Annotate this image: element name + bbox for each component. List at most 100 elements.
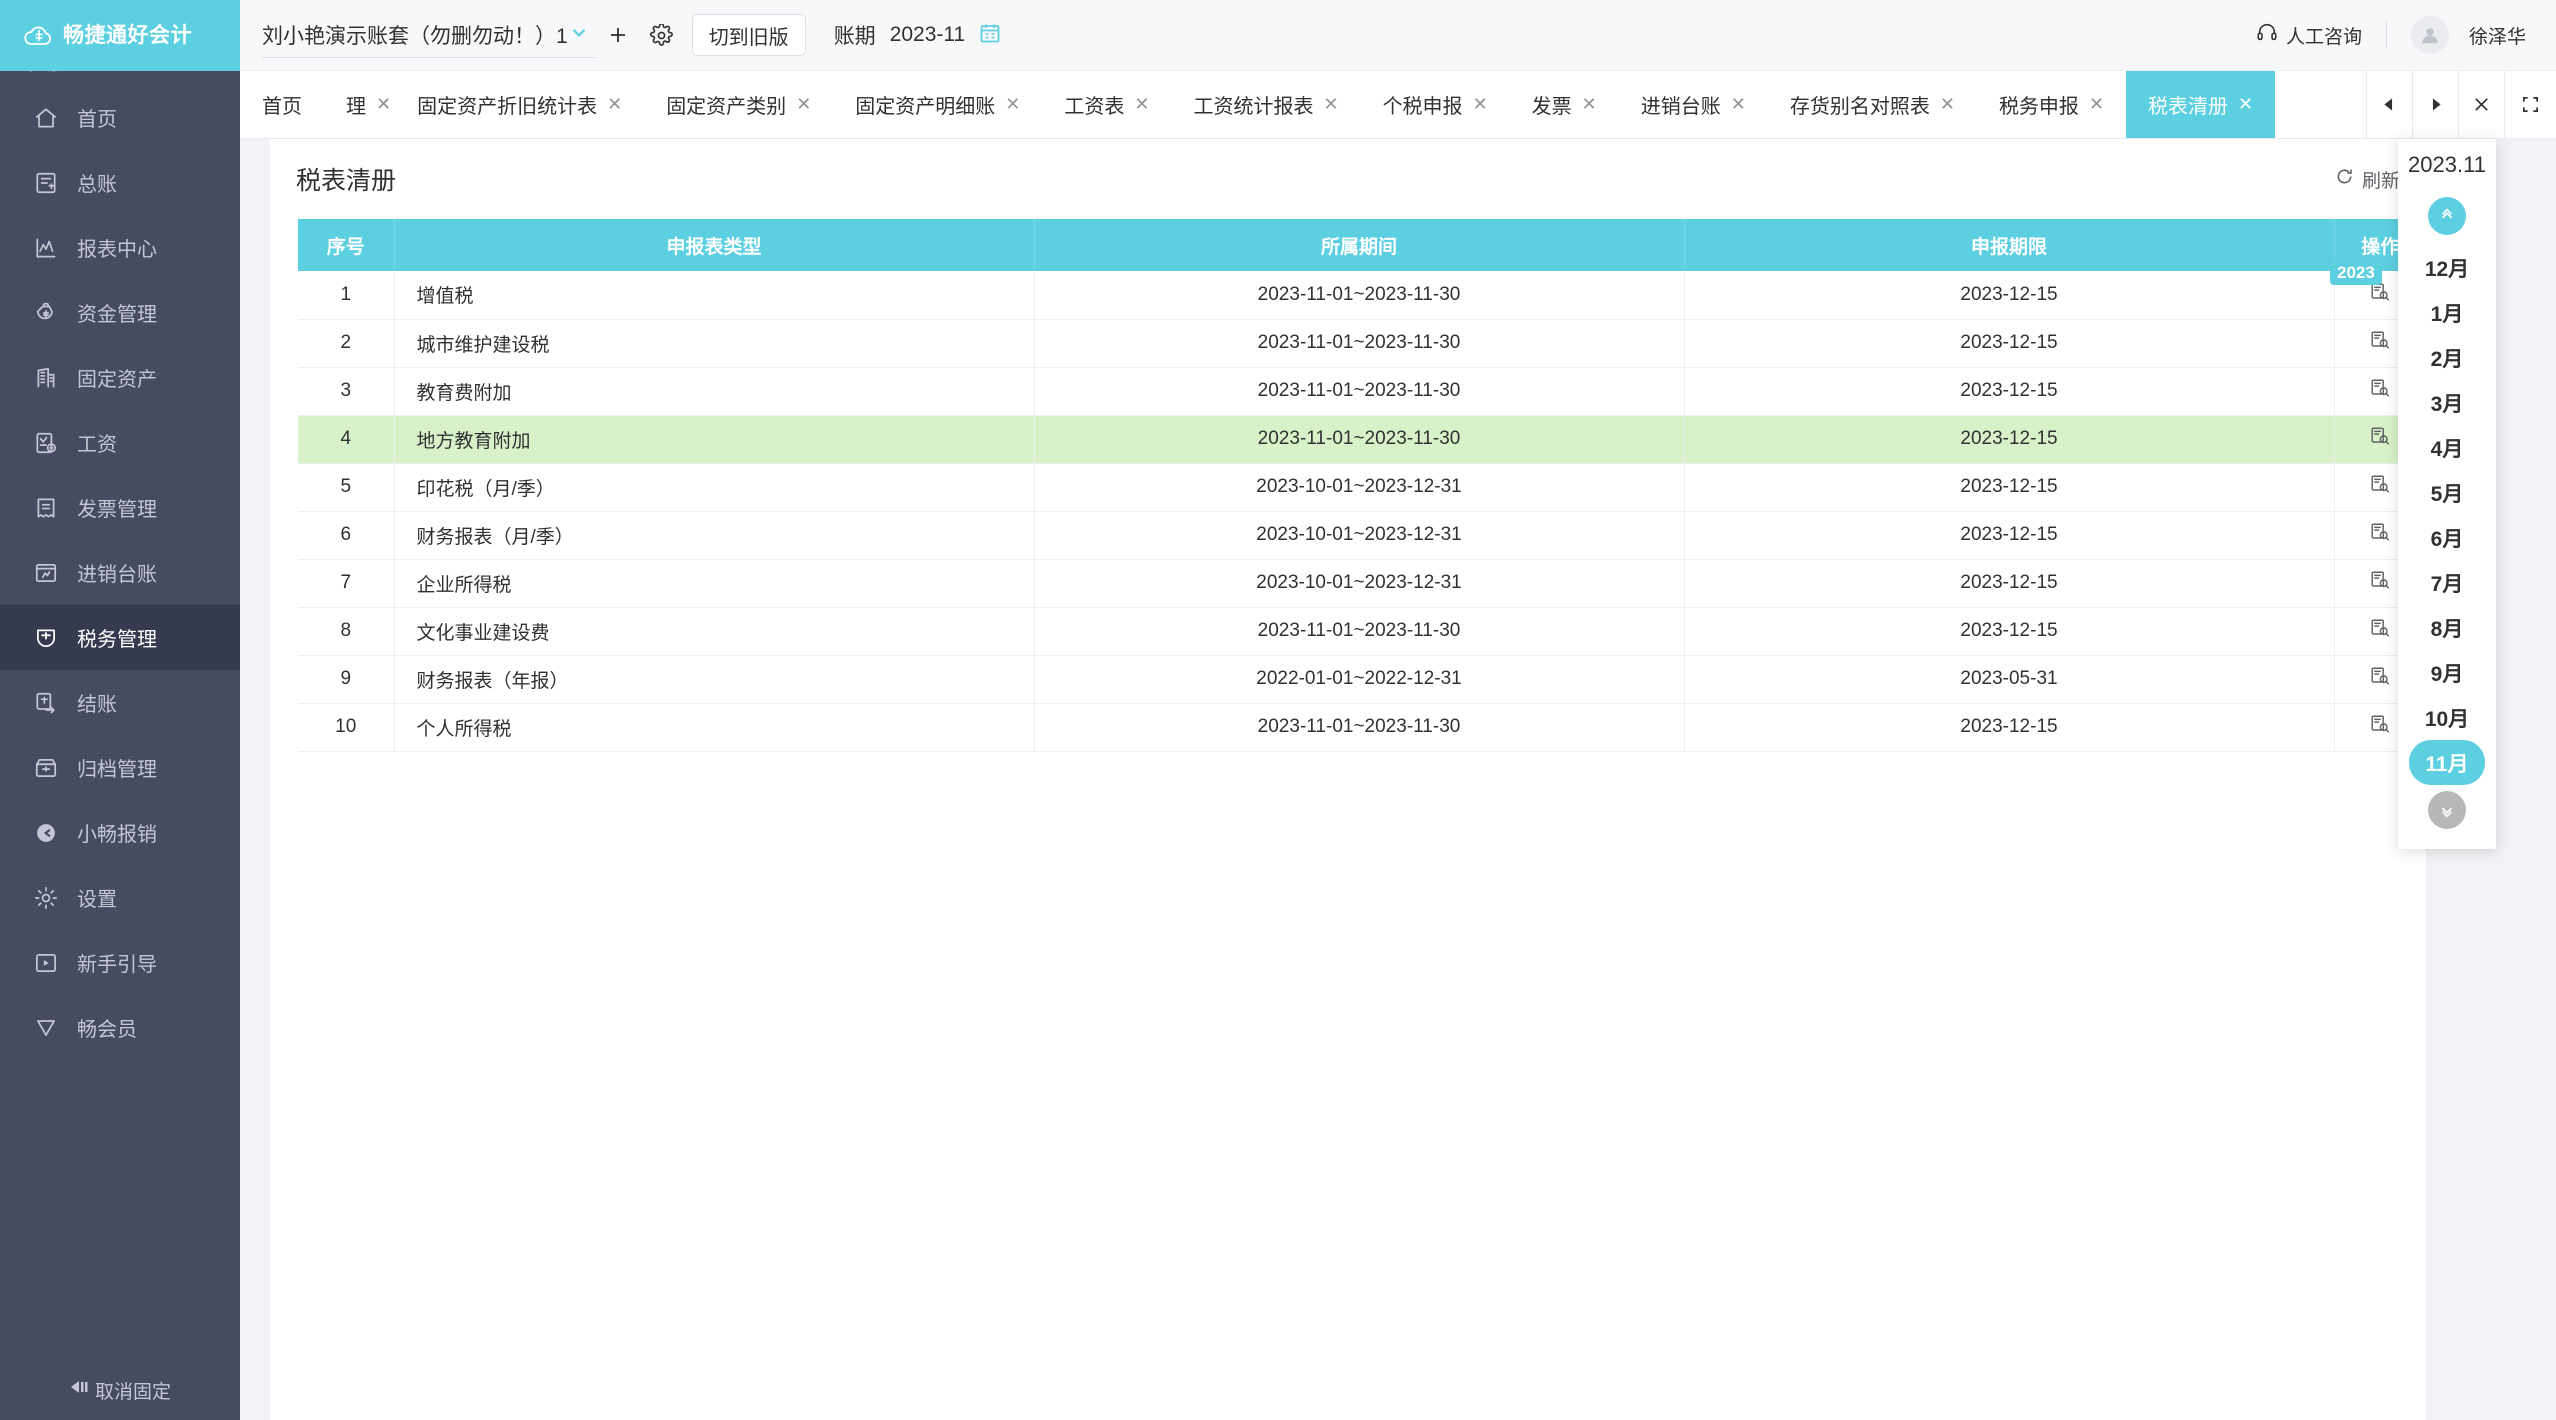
view-detail-icon: [2371, 523, 2390, 541]
tab-close-icon[interactable]: ✕: [1472, 94, 1488, 114]
tab-1[interactable]: 理 ✕: [324, 71, 395, 138]
tab-close-icon[interactable]: ✕: [376, 94, 392, 114]
accounting-period-selector[interactable]: 账期 2023-11: [834, 20, 1002, 50]
tab-scroll-prev-button[interactable]: [2366, 70, 2412, 139]
tab-6[interactable]: 工资统计报表 ✕: [1171, 71, 1360, 138]
tab-close-icon[interactable]: ✕: [796, 94, 812, 114]
member-icon: [32, 1014, 59, 1041]
sidebar-item-2[interactable]: 报表中心: [0, 215, 240, 280]
tab-12[interactable]: 税表清册 ✕: [2126, 71, 2276, 138]
cell-index: 7: [298, 559, 395, 608]
view-detail-icon[interactable]: [2369, 713, 2391, 735]
table-row[interactable]: 2 城市维护建设税 2023-11-01~2023-11-30 2023-12-15: [298, 319, 2426, 368]
sidebar-item-5[interactable]: 工资: [0, 410, 240, 475]
tab-0[interactable]: 首页: [240, 71, 324, 138]
tab-4[interactable]: 固定资产明细账 ✕: [833, 71, 1042, 138]
tab-close-icon[interactable]: ✕: [607, 94, 623, 114]
account-set-selector[interactable]: 刘小艳演示账套（勿删勿动！）1: [262, 12, 596, 58]
view-detail-icon[interactable]: [2369, 521, 2391, 543]
table-row[interactable]: 6 财务报表（月/季） 2023-10-01~2023-12-31 2023-12-1…: [298, 511, 2426, 560]
month-scroll-up-button[interactable]: [2428, 197, 2466, 235]
cell-index: 4: [298, 415, 395, 464]
table-row[interactable]: 9 财务报表（年报） 2022-01-01~2022-12-31 2023-05-31: [298, 655, 2426, 704]
tab-8[interactable]: 发票 ✕: [1510, 71, 1619, 138]
guide-icon: [32, 949, 59, 976]
tab-5[interactable]: 工资表 ✕: [1042, 71, 1171, 138]
tab-close-icon[interactable]: ✕: [1730, 94, 1746, 114]
sidebar-item-3[interactable]: 资金管理: [0, 280, 240, 345]
month-option-2[interactable]: 2月: [2430, 347, 2464, 371]
table-row[interactable]: 10 个人所得税 2023-11-01~2023-11-30 2023-12-15: [298, 703, 2426, 752]
account-settings-button[interactable]: [640, 13, 684, 57]
view-detail-icon[interactable]: [2369, 377, 2391, 399]
tab-label: 固定资产折旧统计表: [417, 96, 598, 118]
view-detail-icon[interactable]: [2369, 473, 2391, 495]
tab-close-icon[interactable]: ✕: [2238, 94, 2254, 114]
month-picker-header: 2023.11: [2398, 139, 2496, 191]
view-detail-icon[interactable]: [2369, 425, 2391, 447]
tab-7[interactable]: 个税申报 ✕: [1361, 71, 1510, 138]
tab-close-icon[interactable]: ✕: [1134, 94, 1150, 114]
month-option-6[interactable]: 6月: [2430, 527, 2464, 551]
table-row[interactable]: 7 企业所得税 2023-10-01~2023-12-31 2023-12-15: [298, 559, 2426, 608]
fullscreen-button[interactable]: [2504, 70, 2556, 139]
tab-close-icon[interactable]: ✕: [1005, 94, 1021, 114]
tab-close-icon[interactable]: ✕: [2088, 94, 2105, 114]
sidebar-item-9[interactable]: 结账: [0, 670, 240, 735]
table-row[interactable]: 5 印花税（月/季） 2023-10-01~2023-12-31 2023-12-15: [298, 463, 2426, 512]
stock-ledger-icon: [32, 559, 59, 586]
sidebar-item-11[interactable]: 小畅报销: [0, 800, 240, 865]
add-account-button[interactable]: [596, 13, 640, 57]
month-option-5[interactable]: 5月: [2430, 482, 2464, 506]
month-option-1[interactable]: 1月: [2430, 302, 2464, 326]
month-scroll-down-button[interactable]: [2428, 791, 2466, 829]
cell-deadline: 2023-12-15: [1684, 367, 2335, 416]
table-row[interactable]: 8 文化事业建设费 2023-11-01~2023-11-30 2023-12-15: [298, 607, 2426, 656]
month-option-7[interactable]: 7月: [2430, 572, 2464, 596]
month-option-9[interactable]: 9月: [2430, 662, 2464, 686]
tab-close-icon[interactable]: ✕: [1939, 94, 1955, 114]
user-avatar-icon[interactable]: [2410, 16, 2449, 54]
sidebar-item-4[interactable]: 固定资产: [0, 345, 240, 410]
sidebar-item-1[interactable]: 总账: [0, 150, 240, 215]
tab-11[interactable]: 税务申报 ✕: [1977, 71, 2126, 138]
sidebar-item-6[interactable]: 发票管理: [0, 475, 240, 540]
sidebar-item-7[interactable]: 进销台账: [0, 540, 240, 605]
month-option-8[interactable]: 8月: [2430, 617, 2464, 641]
sidebar-item-8[interactable]: 税务管理: [0, 605, 240, 670]
view-detail-icon[interactable]: [2369, 617, 2391, 639]
page-title: 税表清册: [296, 167, 397, 195]
sidebar-item-12[interactable]: 设置: [0, 865, 240, 930]
table-row[interactable]: 1 增值税 2023-11-01~2023-11-30 2023-12-15: [298, 271, 2426, 320]
month-option-11[interactable]: 11月: [2409, 740, 2485, 785]
tab-label: 首页: [262, 96, 302, 118]
tab-close-all-button[interactable]: [2458, 70, 2504, 139]
sidebar-item-10[interactable]: 归档管理: [0, 735, 240, 800]
tab-10[interactable]: 存货别名对照表 ✕: [1768, 71, 1977, 138]
tab-9[interactable]: 进销台账 ✕: [1619, 71, 1768, 138]
month-option-4[interactable]: 4月: [2430, 437, 2464, 461]
switch-to-old-version-button[interactable]: 切到旧版: [691, 14, 806, 56]
sidebar-collapse-button[interactable]: 取消固定: [0, 1360, 240, 1420]
refresh-button[interactable]: 刷新: [2335, 166, 2400, 193]
support-button[interactable]: 人工咨询: [2256, 21, 2362, 49]
sidebar-item-13[interactable]: 新手引导: [0, 930, 240, 995]
view-detail-icon[interactable]: [2369, 329, 2391, 351]
tab-3[interactable]: 固定资产类别 ✕: [644, 71, 833, 138]
table-row[interactable]: 3 教育费附加 2023-11-01~2023-11-30 2023-12-15: [298, 367, 2426, 416]
cell-deadline: 2023-12-15: [1684, 271, 2335, 320]
view-detail-icon[interactable]: [2369, 665, 2391, 687]
view-detail-icon[interactable]: [2369, 569, 2391, 591]
tab-close-icon[interactable]: ✕: [1581, 94, 1597, 114]
month-option-0[interactable]: 12月: [2424, 257, 2470, 281]
tab-scroll-next-button[interactable]: [2412, 70, 2458, 139]
table-row[interactable]: 4 地方教育附加 2023-11-01~2023-11-30 2023-12-15: [298, 415, 2426, 464]
month-option-10[interactable]: 10月: [2424, 707, 2470, 731]
tab-2[interactable]: 固定资产折旧统计表 ✕: [395, 71, 644, 138]
sidebar-item-14[interactable]: 畅会员: [0, 995, 240, 1060]
month-option-3[interactable]: 3月: [2430, 392, 2464, 416]
sidebar-item-0[interactable]: 首页: [0, 85, 240, 150]
user-name[interactable]: 徐泽华: [2468, 26, 2526, 48]
tab-close-icon[interactable]: ✕: [1323, 94, 1339, 114]
refresh-icon: [2335, 167, 2354, 192]
